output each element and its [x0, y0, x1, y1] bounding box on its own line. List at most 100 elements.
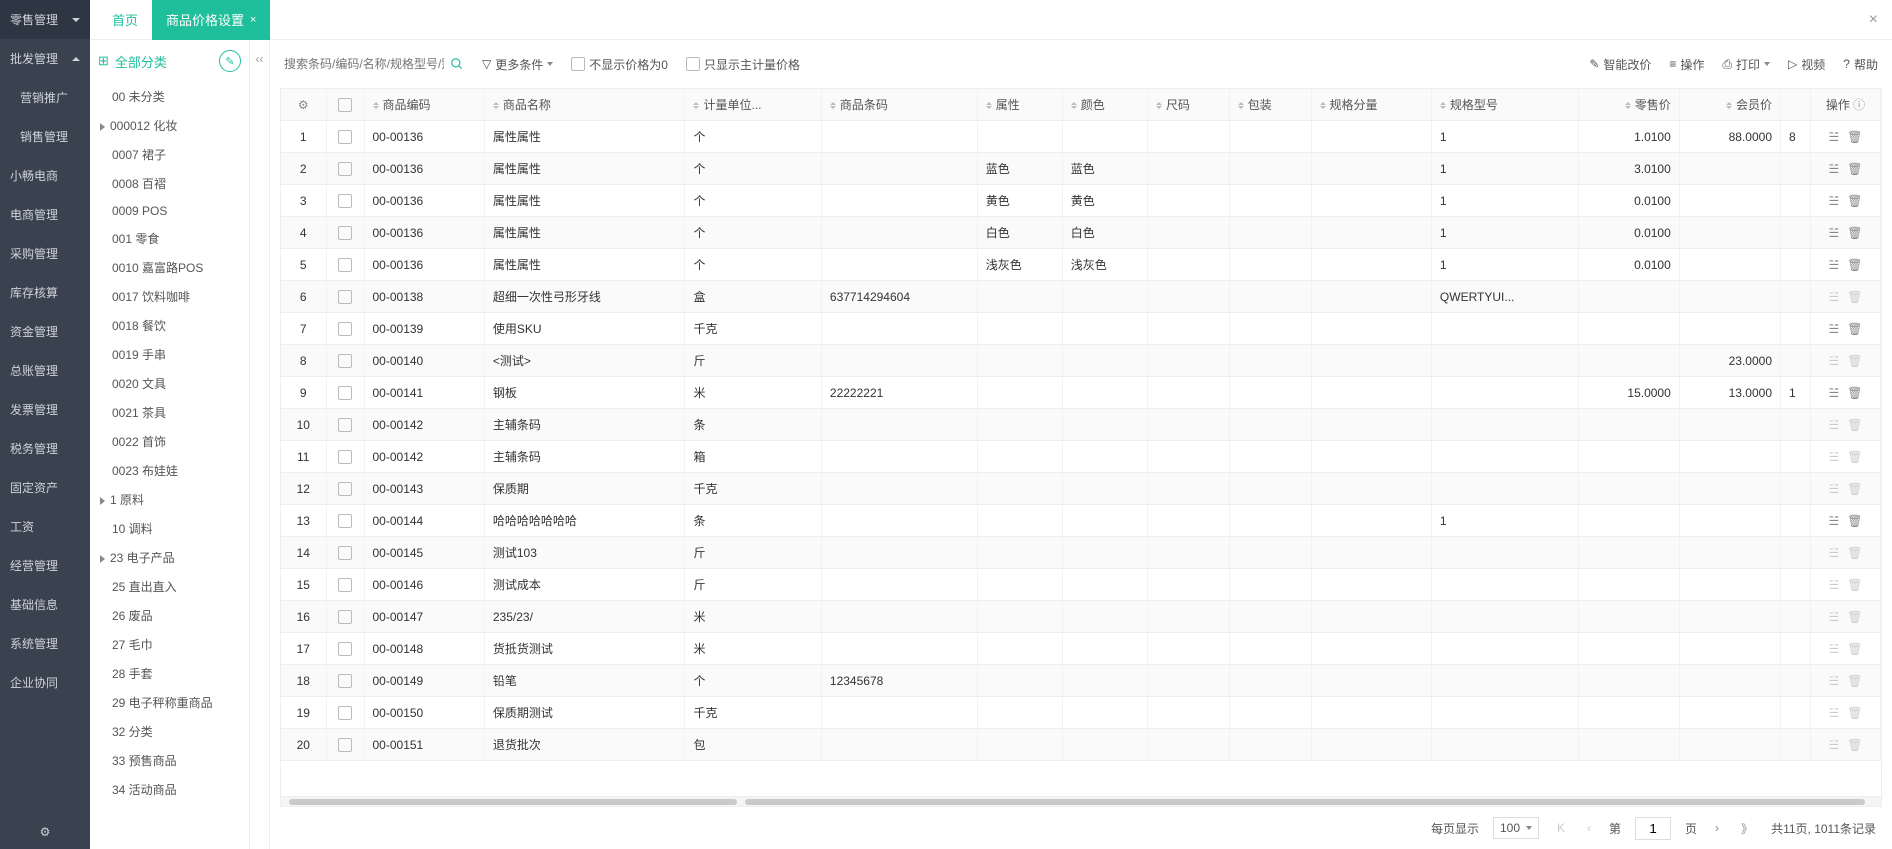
table-row[interactable]: 200-00136属性属性个蓝色蓝色13.0100☱🗑	[281, 153, 1881, 185]
edit-row-icon[interactable]: ☱	[1829, 226, 1840, 240]
tree-item[interactable]: 0010 嘉富路POS	[90, 253, 249, 282]
col-checkbox-header[interactable]	[326, 89, 364, 121]
main-unit-checkbox[interactable]: 只显示主计量价格	[686, 56, 800, 73]
row-checkbox[interactable]	[326, 601, 364, 633]
delete-row-icon[interactable]: 🗑	[1847, 194, 1862, 208]
delete-row-icon[interactable]: 🗑	[1847, 386, 1862, 400]
col-header[interactable]: 规格型号	[1431, 89, 1578, 121]
sidebar-item[interactable]: 固定资产	[0, 468, 90, 507]
delete-row-icon[interactable]: 🗑	[1847, 226, 1862, 240]
table-row[interactable]: 1600-00147235/23/米☱🗑	[281, 601, 1881, 633]
more-conditions-button[interactable]: ▽ 更多条件	[482, 56, 553, 73]
sidebar-item[interactable]: 采购管理	[0, 234, 90, 273]
tree-item[interactable]: 23 电子产品	[90, 543, 249, 572]
search-icon[interactable]	[450, 57, 464, 71]
edit-row-icon[interactable]: ☱	[1829, 162, 1840, 176]
tree-item[interactable]: 0007 裙子	[90, 140, 249, 169]
tree-item[interactable]: 0021 茶具	[90, 398, 249, 427]
col-ext[interactable]	[1781, 89, 1811, 121]
tree-item[interactable]: 001 零食	[90, 224, 249, 253]
first-page-button[interactable]: K	[1553, 821, 1569, 835]
edit-row-icon[interactable]: ☱	[1829, 194, 1840, 208]
col-settings[interactable]: ⚙	[281, 89, 326, 121]
tree-item[interactable]: 000012 化妆	[90, 111, 249, 140]
row-checkbox[interactable]	[326, 377, 364, 409]
table-row[interactable]: 900-00141钢板米2222222115.000013.00001☱🗑	[281, 377, 1881, 409]
smart-price-button[interactable]: ✎ 智能改价	[1589, 56, 1651, 73]
row-checkbox[interactable]	[326, 441, 364, 473]
tree-item[interactable]: 0008 百褶	[90, 169, 249, 198]
page-input[interactable]	[1635, 817, 1671, 840]
table-row[interactable]: 1200-00143保质期千克☱🗑	[281, 473, 1881, 505]
settings-button[interactable]: ⚙	[0, 815, 90, 849]
sidebar-item[interactable]: 工资	[0, 507, 90, 546]
edit-row-icon[interactable]: ☱	[1829, 738, 1840, 752]
video-button[interactable]: ▷ 视频	[1788, 56, 1825, 73]
table-row[interactable]: 1800-00149铅笔个12345678☱🗑	[281, 665, 1881, 697]
tree-item[interactable]: 0023 布娃娃	[90, 456, 249, 485]
next-page-button[interactable]: ›	[1711, 821, 1723, 835]
table-row[interactable]: 1500-00146测试成本斤☱🗑	[281, 569, 1881, 601]
sidebar-item[interactable]: 电商管理	[0, 195, 90, 234]
row-checkbox[interactable]	[326, 313, 364, 345]
edit-row-icon[interactable]: ☱	[1829, 610, 1840, 624]
col-header[interactable]: 尺码	[1147, 89, 1229, 121]
tree-title[interactable]: 全部分类	[115, 52, 167, 71]
edit-row-icon[interactable]: ☱	[1829, 386, 1840, 400]
delete-row-icon[interactable]: 🗑	[1847, 290, 1862, 304]
row-checkbox[interactable]	[326, 697, 364, 729]
sidebar-item[interactable]: 批发管理	[0, 39, 90, 78]
table-row[interactable]: 800-00140<测试>斤23.0000☱🗑	[281, 345, 1881, 377]
col-header[interactable]: 颜色	[1062, 89, 1147, 121]
delete-row-icon[interactable]: 🗑	[1847, 674, 1862, 688]
row-checkbox[interactable]	[326, 281, 364, 313]
col-header[interactable]: 包装	[1229, 89, 1311, 121]
tree-item[interactable]: 34 活动商品	[90, 775, 249, 804]
tree-item[interactable]: 0018 餐饮	[90, 311, 249, 340]
table-row[interactable]: 1700-00148货抵货测试米☱🗑	[281, 633, 1881, 665]
delete-row-icon[interactable]: 🗑	[1847, 162, 1862, 176]
help-button[interactable]: ? 帮助	[1843, 56, 1878, 73]
edit-row-icon[interactable]: ☱	[1829, 642, 1840, 656]
search-input[interactable]	[284, 57, 444, 71]
tree-item[interactable]: 10 调料	[90, 514, 249, 543]
row-checkbox[interactable]	[326, 121, 364, 153]
edit-row-icon[interactable]: ☱	[1829, 674, 1840, 688]
tree-item[interactable]: 0022 首饰	[90, 427, 249, 456]
sidebar-item[interactable]: 资金管理	[0, 312, 90, 351]
edit-row-icon[interactable]: ☱	[1829, 450, 1840, 464]
col-header[interactable]: 规格分量	[1311, 89, 1431, 121]
delete-row-icon[interactable]: 🗑	[1847, 514, 1862, 528]
row-checkbox[interactable]	[326, 217, 364, 249]
delete-row-icon[interactable]: 🗑	[1847, 546, 1862, 560]
last-page-button[interactable]: 》	[1737, 820, 1757, 837]
sidebar-item[interactable]: 销售管理	[0, 117, 90, 156]
col-header[interactable]: 属性	[977, 89, 1062, 121]
sidebar-item[interactable]: 小畅电商	[0, 156, 90, 195]
delete-row-icon[interactable]: 🗑	[1847, 610, 1862, 624]
col-header[interactable]: 会员价	[1679, 89, 1780, 121]
sidebar-item[interactable]: 企业协同	[0, 663, 90, 702]
table-row[interactable]: 1400-00145测试103斤☱🗑	[281, 537, 1881, 569]
sidebar-item[interactable]: 基础信息	[0, 585, 90, 624]
edit-row-icon[interactable]: ☱	[1829, 482, 1840, 496]
table-row[interactable]: 600-00138超细一次性弓形牙线盒637714294604QWERTYUI.…	[281, 281, 1881, 313]
print-button[interactable]: ⎙ 打印	[1722, 56, 1770, 73]
col-header[interactable]: 商品编码	[364, 89, 484, 121]
table-row[interactable]: 700-00139使用SKU千克☱🗑	[281, 313, 1881, 345]
tab-home[interactable]: 首页	[98, 0, 152, 40]
row-checkbox[interactable]	[326, 185, 364, 217]
tree-item[interactable]: 29 电子秤称重商品	[90, 688, 249, 717]
tree-item[interactable]: 0017 饮料咖啡	[90, 282, 249, 311]
delete-row-icon[interactable]: 🗑	[1847, 130, 1862, 144]
sidebar-item[interactable]: 发票管理	[0, 390, 90, 429]
table-row[interactable]: 1300-00144哈哈哈哈哈哈哈条1☱🗑	[281, 505, 1881, 537]
tree-edit-button[interactable]: ✎	[219, 50, 241, 72]
delete-row-icon[interactable]: 🗑	[1847, 578, 1862, 592]
delete-row-icon[interactable]: 🗑	[1847, 642, 1862, 656]
row-checkbox[interactable]	[326, 633, 364, 665]
tree-item[interactable]: 25 直出直入	[90, 572, 249, 601]
tab-close-icon[interactable]: ×	[250, 14, 256, 26]
delete-row-icon[interactable]: 🗑	[1847, 354, 1862, 368]
prev-page-button[interactable]: ‹	[1583, 821, 1595, 835]
